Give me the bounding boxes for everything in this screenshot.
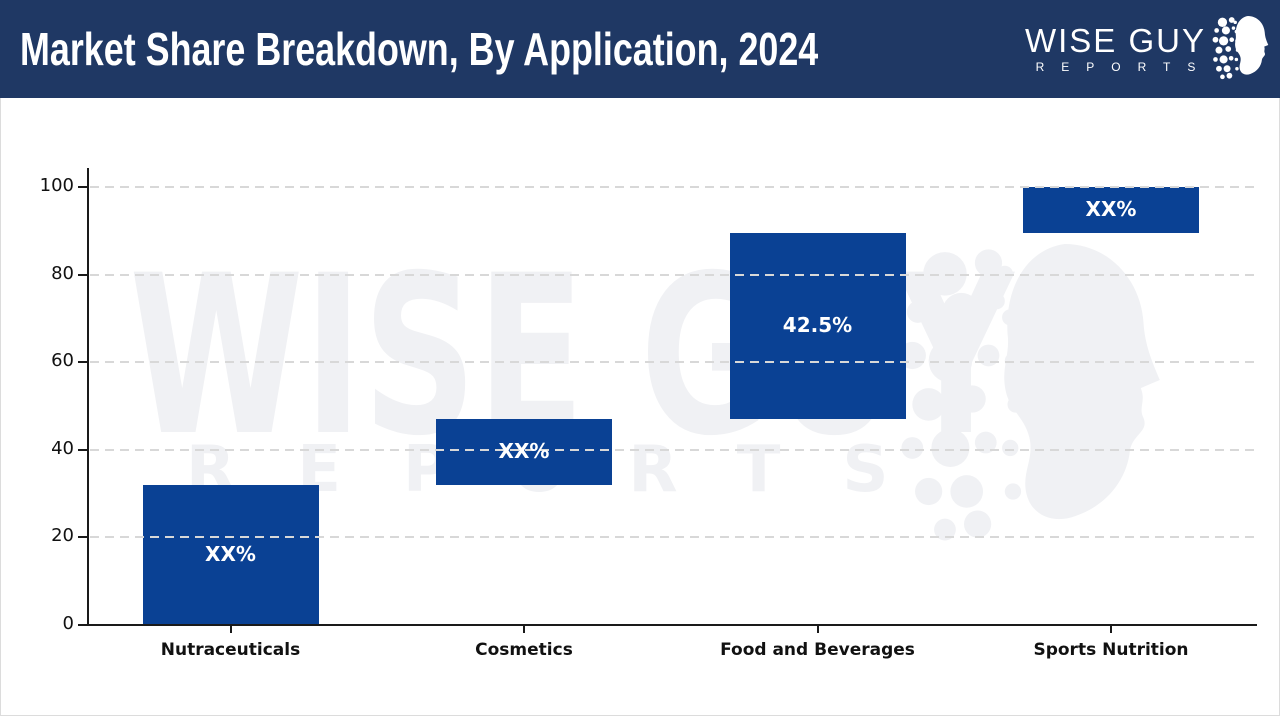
brand-name: WISE GUY	[1024, 21, 1206, 59]
watermark-subtitle: REPORTS	[186, 433, 951, 507]
brand-logo: WISE GUY REPORTS	[1025, 8, 1270, 90]
dotted-head-icon	[1212, 15, 1269, 80]
chart-figure: WISE GUY REPORTS	[0, 98, 1280, 716]
page-title: Market Share Breakdown, By Application, …	[20, 23, 819, 75]
watermark-head-icon	[898, 243, 1160, 541]
brand-subtitle: REPORTS	[1035, 60, 1213, 75]
brand-wordmark: WISE GUY REPORTS	[1024, 21, 1206, 74]
header-bar: Market Share Breakdown, By Application, …	[0, 0, 1280, 98]
